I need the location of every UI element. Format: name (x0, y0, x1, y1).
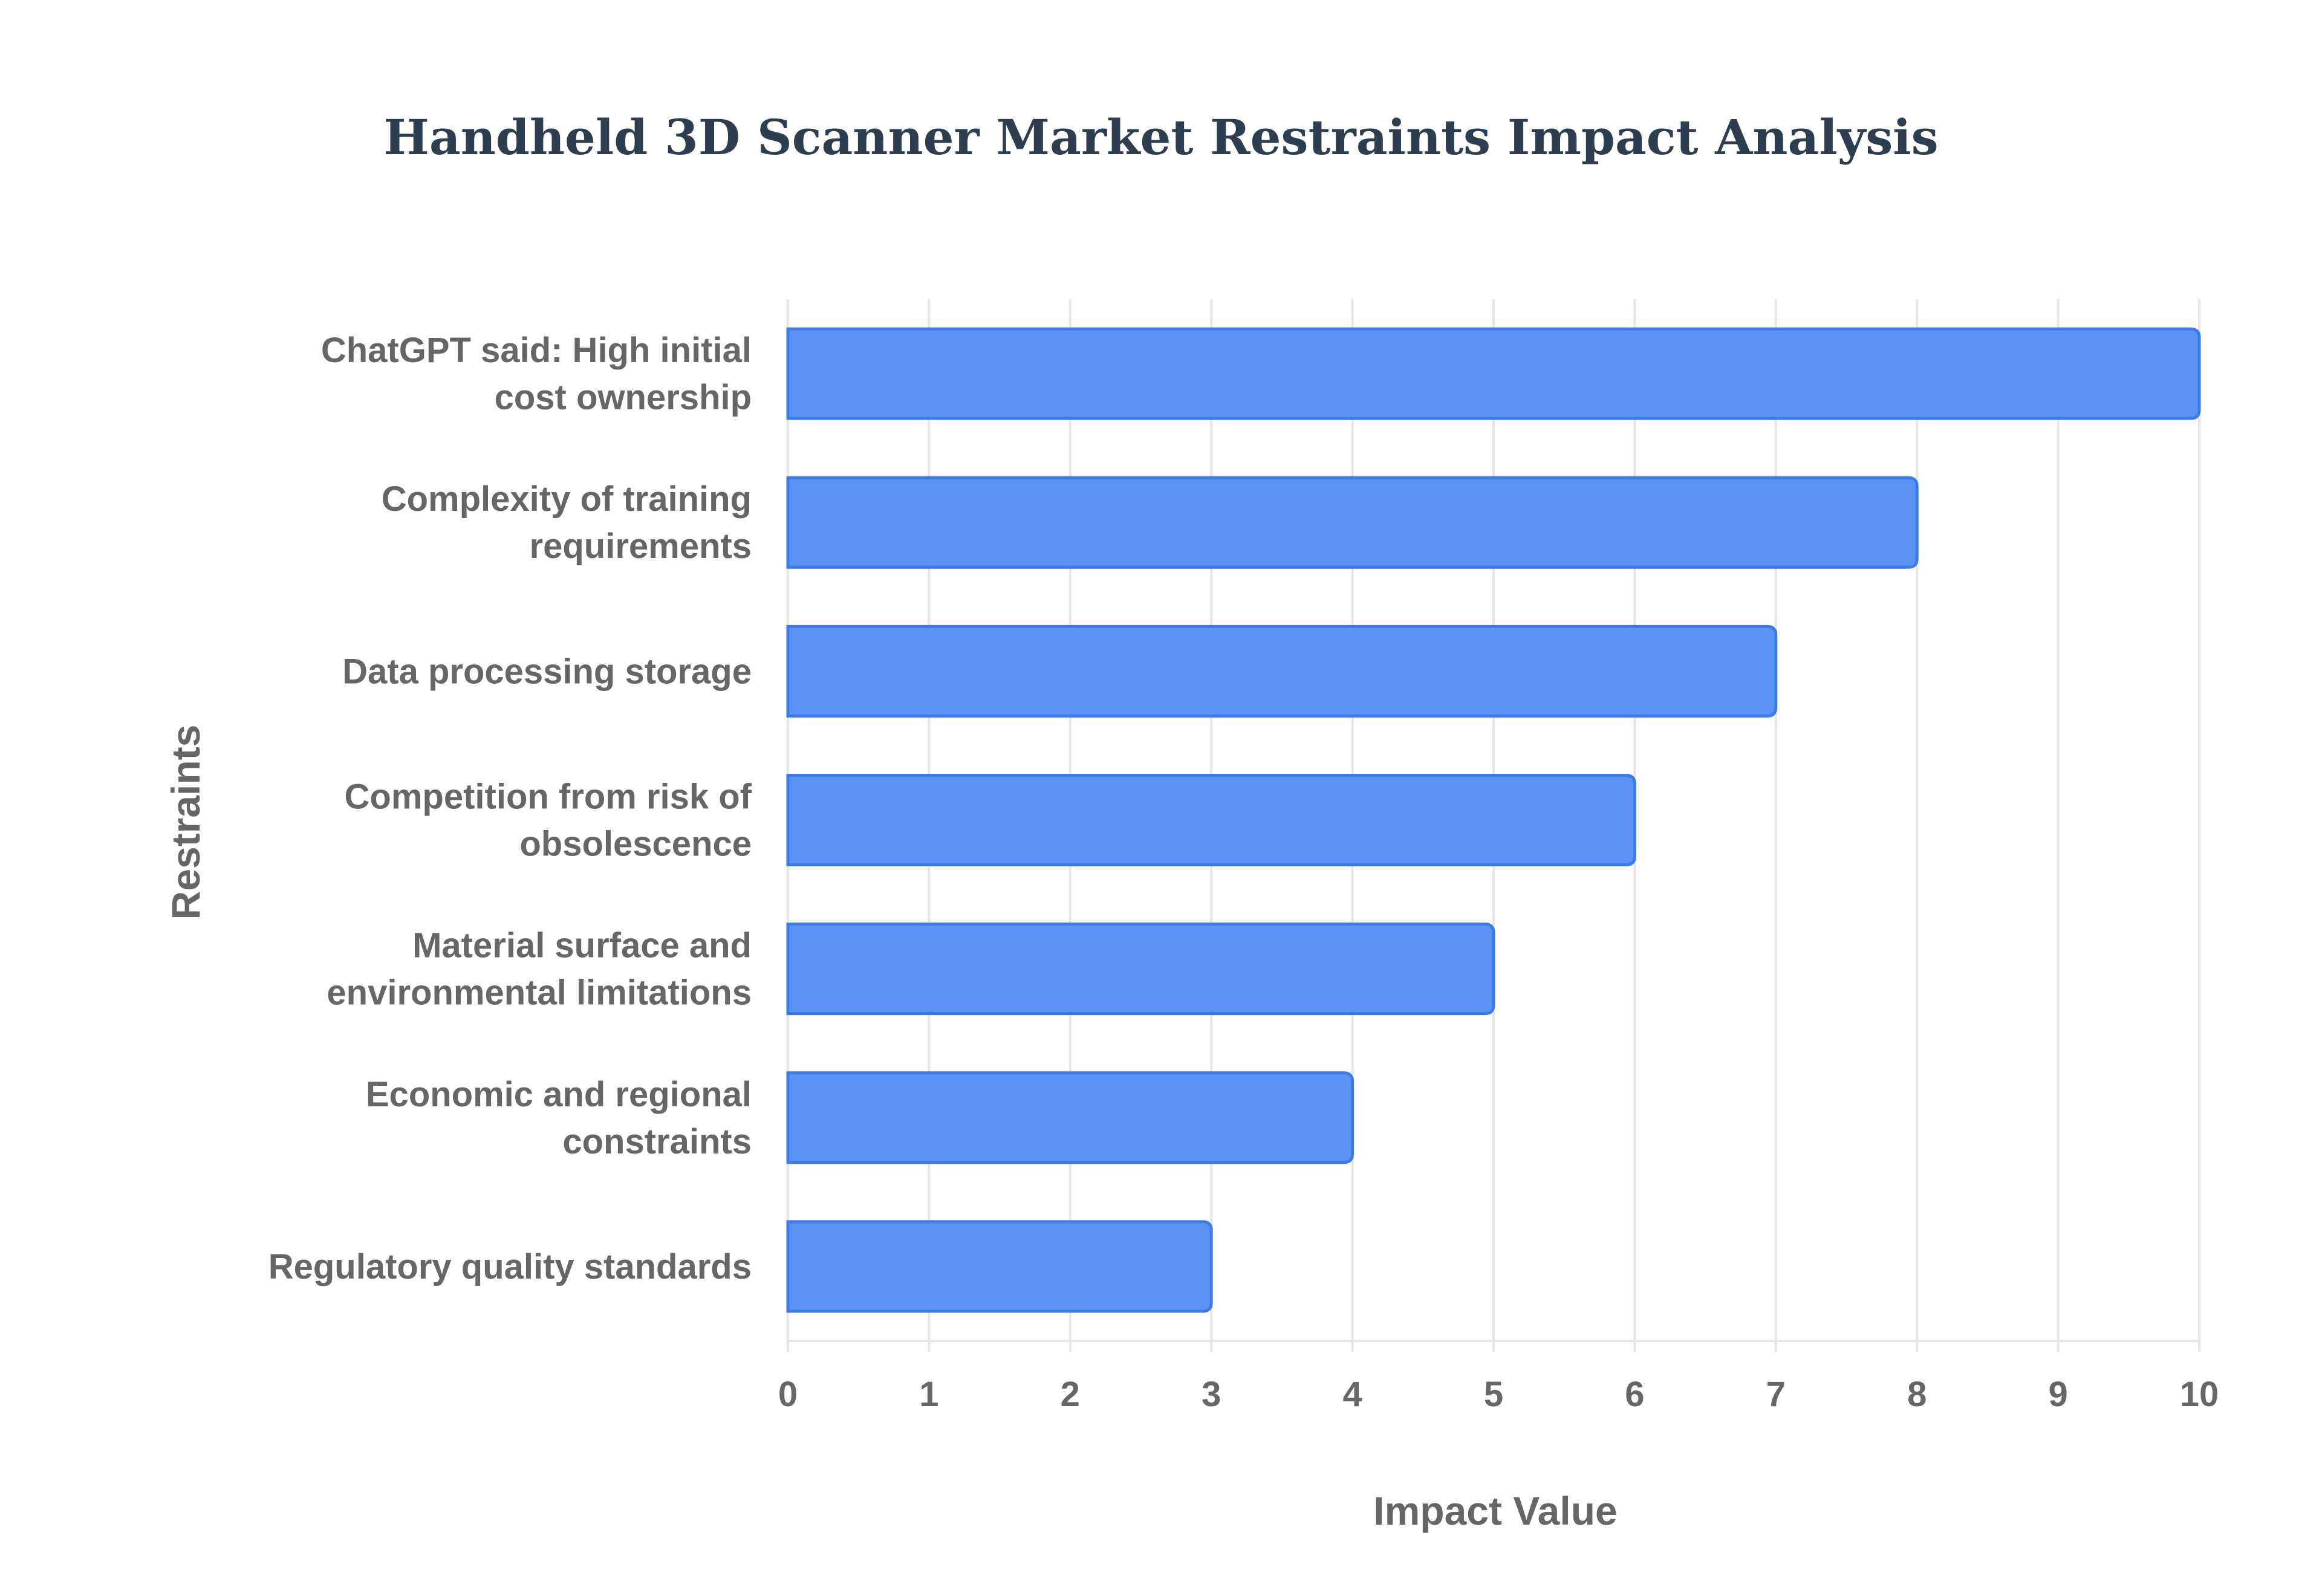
category-label-1: Complexity of training requirements (382, 479, 752, 566)
category-label-5: Economic and regional constraints (366, 1075, 752, 1161)
bar-2 (786, 624, 1778, 718)
bar-6 (786, 1220, 1213, 1313)
x-axis-title: Impact Value (1373, 1488, 1618, 1533)
category-label-3: Competition from risk of obsolescence (345, 777, 752, 864)
x-tick-labels: 0 1 2 3 4 5 6 7 8 9 10 (778, 1375, 2219, 1414)
x-tick-label-8: 8 (1907, 1375, 1927, 1414)
x-tick-label-7: 7 (1766, 1375, 1786, 1414)
bars (786, 327, 2201, 1313)
x-tick-label-2: 2 (1061, 1375, 1080, 1414)
x-tick-label-10: 10 (2180, 1375, 2219, 1414)
y-axis-title: Restraints (163, 725, 208, 920)
chart-title: Handheld 3D Scanner Market Restraints Im… (383, 109, 1939, 166)
bar-1 (786, 476, 1919, 569)
x-tick-label-6: 6 (1625, 1375, 1644, 1414)
bar-4 (786, 923, 1495, 1016)
bar-5 (786, 1071, 1354, 1164)
category-label-6: Regulatory quality standards (268, 1247, 752, 1286)
x-tick-label-1: 1 (919, 1375, 938, 1414)
category-label-0: ChatGPT said: High initial cost ownership (321, 331, 752, 417)
x-tick-label-3: 3 (1202, 1375, 1221, 1414)
category-label-2: Data processing storage (342, 652, 752, 691)
x-tick-label-5: 5 (1484, 1375, 1503, 1414)
bar-0 (786, 327, 2201, 420)
bar-3 (786, 774, 1636, 866)
category-labels: ChatGPT said: High initial cost ownership… (268, 331, 752, 1286)
x-tick-label-0: 0 (778, 1375, 798, 1414)
x-tick-label-9: 9 (2048, 1375, 2067, 1414)
x-tick-label-4: 4 (1342, 1375, 1362, 1414)
category-label-4: Material surface and environmental limita… (327, 926, 752, 1013)
